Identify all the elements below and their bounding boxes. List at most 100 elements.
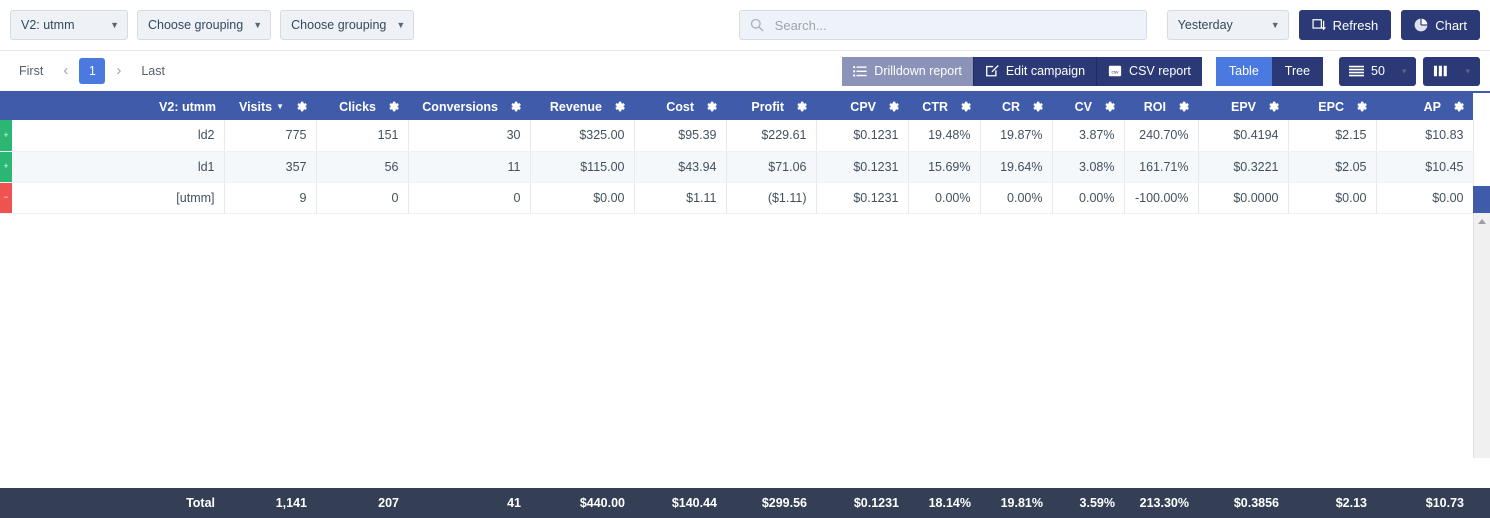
cell-profit: $229.61 (726, 120, 817, 152)
totals-ctr: 18.14% (928, 496, 971, 510)
row-name-cell[interactable]: + ld1 (0, 151, 225, 183)
gear-icon[interactable] (705, 100, 718, 113)
totals-clicks: 207 (378, 496, 399, 510)
grouping-select-2[interactable]: Choose grouping ▼ (137, 10, 272, 40)
column-header-cv[interactable]: CV (1052, 93, 1124, 120)
cell-cost: $1.11 (634, 182, 727, 214)
list-icon (853, 65, 867, 77)
csv-file-icon: csv (1108, 65, 1122, 77)
column-header-name[interactable]: V2: utmm (0, 93, 224, 120)
gear-icon[interactable] (1452, 100, 1465, 113)
view-mode-table-button[interactable]: Table (1215, 56, 1272, 86)
drilldown-report-label: Drilldown report (874, 64, 962, 78)
gear-icon[interactable] (387, 100, 400, 113)
row-name-label: ld2 (197, 128, 215, 143)
cell-cpv: $0.1231 (816, 182, 909, 214)
column-header-ctr[interactable]: CTR (908, 93, 980, 120)
column-header-epc[interactable]: EPC (1288, 93, 1376, 120)
column-header-cost[interactable]: Cost (634, 93, 726, 120)
pagination-last[interactable]: Last (141, 64, 165, 78)
report-table: V2: utmm Visits ▼ Clicks Conversions (0, 93, 1474, 214)
gear-icon[interactable] (1355, 100, 1368, 113)
totals-epv: $0.3856 (1233, 496, 1279, 510)
csv-report-button[interactable]: csv CSV report (1097, 56, 1202, 86)
column-header-roi[interactable]: ROI (1124, 93, 1198, 120)
gear-icon[interactable] (1177, 100, 1190, 113)
column-header-clicks-label: Clicks (339, 99, 376, 114)
cell-epc: $2.05 (1288, 151, 1377, 183)
column-header-profit[interactable]: Profit (726, 93, 816, 120)
refresh-button[interactable]: Refresh (1298, 10, 1392, 40)
grouping-select-3[interactable]: Choose grouping ▼ (280, 10, 415, 40)
cell-conversions: 11 (408, 151, 531, 183)
chevron-down-icon: ▾ (1465, 65, 1470, 76)
column-header-clicks[interactable]: Clicks (316, 93, 408, 120)
scroll-up-arrow-icon[interactable] (1474, 213, 1490, 229)
table-row[interactable]: + ld1 357 56 11 $115.00 $43.94 $71.06 $0… (0, 151, 1474, 183)
column-header-epv-label: EPV (1230, 99, 1256, 114)
view-mode-tree-button[interactable]: Tree (1271, 56, 1324, 86)
chevron-down-icon: ▾ (1401, 65, 1407, 76)
grouping-select-1-label: V2: utmm (21, 18, 75, 32)
column-header-ap-label: AP (1423, 99, 1441, 114)
column-header-cpv[interactable]: CPV (816, 93, 908, 120)
column-header-cost-label: Cost (666, 99, 694, 114)
gear-icon[interactable] (795, 100, 808, 113)
gear-icon[interactable] (295, 100, 308, 113)
pie-chart-icon (1414, 18, 1428, 32)
gear-icon[interactable] (509, 100, 522, 113)
date-range-select[interactable]: Yesterday ▼ (1166, 10, 1289, 40)
cell-revenue: $0.00 (530, 182, 635, 214)
grouping-select-1[interactable]: V2: utmm ▼ (10, 10, 128, 40)
column-header-conversions[interactable]: Conversions (408, 93, 530, 120)
column-header-profit-label: Profit (751, 99, 784, 114)
cell-roi: 240.70% (1124, 120, 1199, 152)
column-header-conversions-label: Conversions (422, 99, 498, 114)
gear-icon[interactable] (1031, 100, 1044, 113)
pagination-first[interactable]: First (19, 64, 44, 78)
refresh-label: Refresh (1332, 17, 1379, 33)
columns-picker-button[interactable]: ▾ (1423, 56, 1480, 86)
table-options-group: 50 ▾ ▾ (1339, 56, 1480, 86)
gear-icon[interactable] (887, 100, 900, 113)
gear-icon[interactable] (613, 100, 626, 113)
column-header-roi-label: ROI (1143, 99, 1166, 114)
chart-button[interactable]: Chart (1401, 10, 1480, 40)
date-range-label: Yesterday (1177, 18, 1233, 32)
vertical-scrollbar[interactable] (1473, 213, 1490, 458)
cell-epc: $2.15 (1288, 120, 1377, 152)
column-header-cr[interactable]: CR (980, 93, 1052, 120)
column-header-visits[interactable]: Visits ▼ (224, 93, 316, 120)
column-header-ap[interactable]: AP (1376, 93, 1473, 120)
table-header-row: V2: utmm Visits ▼ Clicks Conversions (0, 93, 1473, 120)
column-header-revenue-label: Revenue (549, 99, 602, 114)
edit-campaign-button[interactable]: Edit campaign (973, 56, 1098, 86)
pagination-page-1[interactable]: 1 (79, 58, 106, 84)
row-name-cell[interactable]: + ld2 (0, 120, 225, 152)
row-expand-plus-icon[interactable]: + (0, 151, 12, 182)
header-scrollbar-spacer (1473, 186, 1490, 213)
gear-icon[interactable] (1103, 100, 1116, 113)
row-collapse-minus-icon[interactable]: − (0, 182, 12, 213)
search-input[interactable] (772, 16, 1136, 34)
column-header-epv[interactable]: EPV (1198, 93, 1288, 120)
search-box[interactable] (738, 10, 1147, 40)
drilldown-report-button[interactable]: Drilldown report (842, 56, 974, 86)
table-row[interactable]: − [utmm] 9 0 0 $0.00 $1.11 ($1.11) $0.12… (0, 182, 1474, 214)
gear-icon[interactable] (959, 100, 972, 113)
pagination-next-icon[interactable]: › (116, 62, 122, 79)
row-name-cell[interactable]: − [utmm] (0, 182, 225, 214)
gear-icon[interactable] (1267, 100, 1280, 113)
secondary-toolbar: First ‹ 1 › Last Drilldown report (0, 51, 1490, 93)
table-row[interactable]: + ld2 775 151 30 $325.00 $95.39 $229.61 … (0, 120, 1474, 152)
totals-conversions: 41 (507, 496, 521, 510)
cell-conversions: 0 (408, 182, 531, 214)
column-header-revenue[interactable]: Revenue (530, 93, 634, 120)
pagination-prev-icon[interactable]: ‹ (63, 62, 69, 79)
totals-cost: $140.44 (671, 496, 717, 510)
rows-per-page-button[interactable]: 50 ▾ (1339, 56, 1417, 86)
totals-table: Total 1,141 207 41 $440.00 $140.44 $299.… (0, 488, 1473, 518)
row-expand-plus-icon[interactable]: + (0, 120, 12, 151)
column-header-ctr-label: CTR (922, 99, 948, 114)
